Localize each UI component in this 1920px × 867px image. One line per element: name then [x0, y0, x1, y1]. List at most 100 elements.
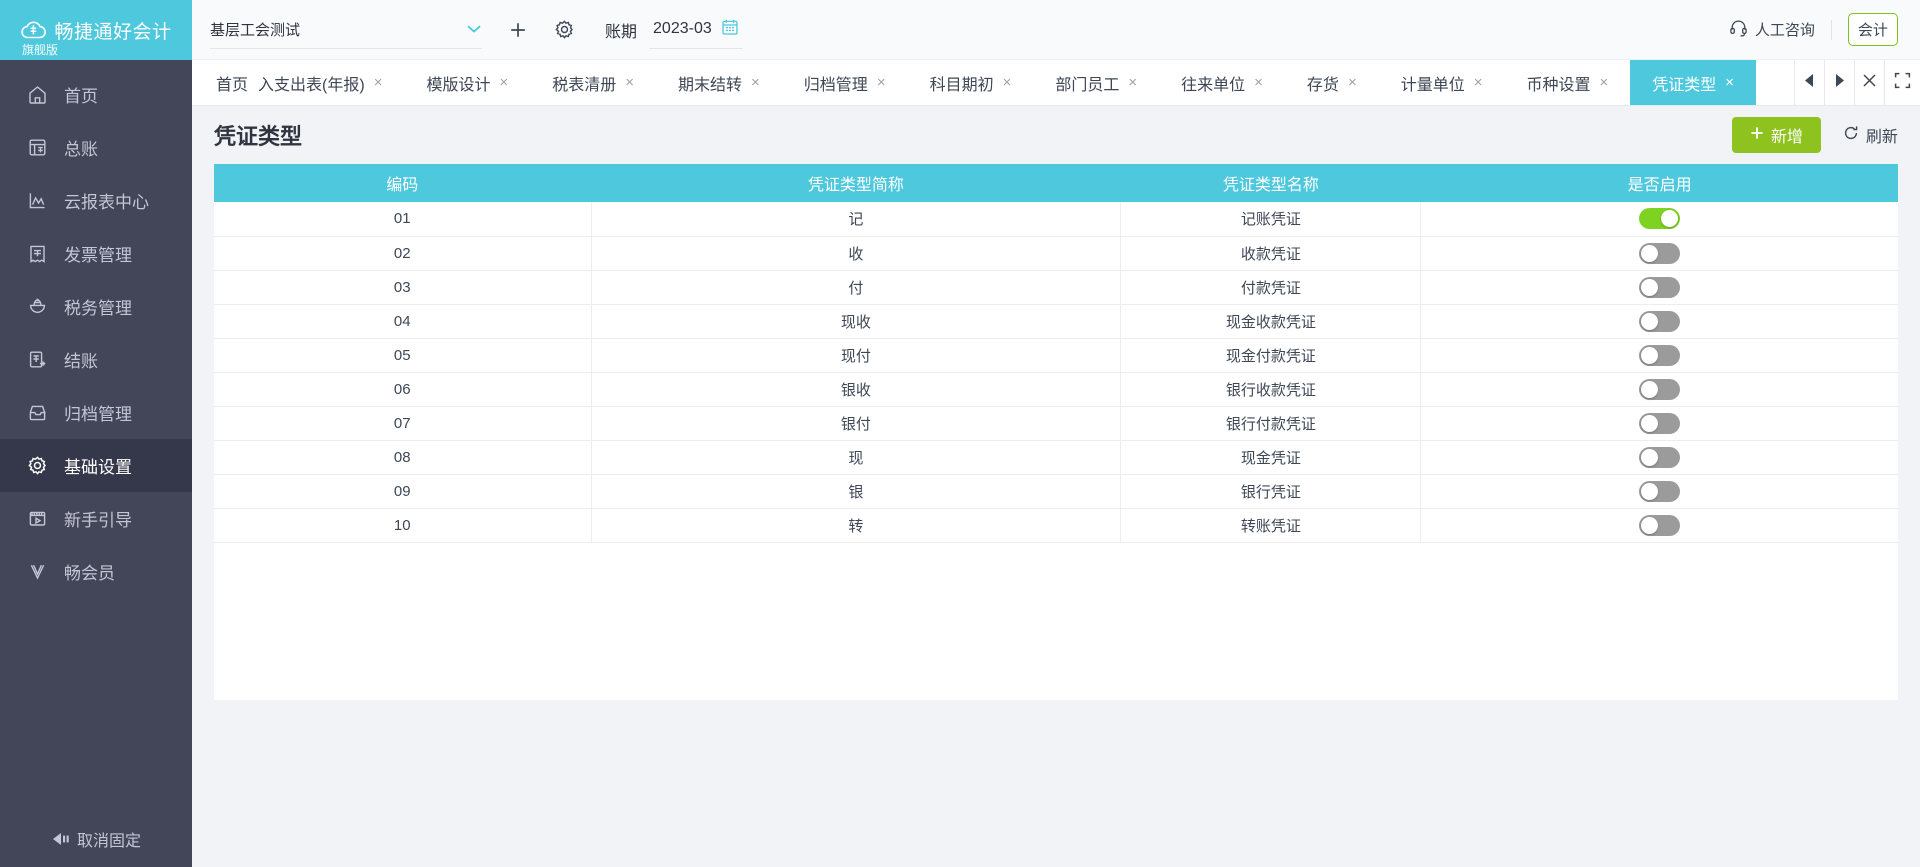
cell-code: 03 — [214, 270, 592, 305]
close-icon[interactable]: × — [1473, 74, 1483, 91]
enable-toggle[interactable] — [1639, 310, 1681, 332]
add-company-button[interactable] — [508, 20, 528, 40]
close-icon[interactable]: × — [1128, 74, 1138, 91]
cell-code: 08 — [214, 440, 592, 475]
enable-toggle[interactable] — [1639, 242, 1681, 264]
sidebar-unpin-button[interactable]: 取消固定 — [0, 811, 192, 867]
tab-currency-settings[interactable]: 币种设置 × — [1504, 60, 1630, 105]
tab-home[interactable]: 首页 — [192, 60, 254, 105]
brand-logo[interactable]: 畅捷通好会计 旗舰版 — [0, 0, 192, 60]
cell-code: 06 — [214, 372, 592, 407]
enable-toggle[interactable] — [1639, 480, 1681, 502]
tab-label: 往来单位 — [1181, 76, 1246, 94]
tab-scroll-prev-button[interactable] — [1793, 60, 1824, 105]
tab-tax-register[interactable]: 税表清册 × — [530, 60, 656, 105]
tab-account-opening[interactable]: 科目期初 × — [908, 60, 1034, 105]
tab-close-all-button[interactable] — [1853, 60, 1884, 105]
close-icon[interactable]: × — [625, 74, 635, 91]
main-pane: 基层工会测试 账期 2023-03 — [192, 0, 1920, 867]
company-selector[interactable]: 基层工会测试 — [210, 11, 482, 49]
refresh-button[interactable]: 刷新 — [1843, 123, 1898, 147]
role-badge[interactable]: 会计 — [1847, 13, 1898, 46]
column-header-enabled[interactable]: 是否启用 — [1420, 164, 1898, 202]
period-label: 账期 — [605, 23, 638, 41]
cell-short: 银 — [591, 474, 1122, 509]
enable-toggle[interactable] — [1639, 514, 1681, 536]
tab-period-end-carryover[interactable]: 期末结转 × — [656, 60, 782, 105]
close-icon[interactable]: × — [876, 74, 886, 91]
sidebar-item-invoice[interactable]: 发票管理 — [0, 227, 192, 280]
sidebar-item-tax[interactable]: 税务管理 — [0, 280, 192, 333]
sidebar-item-cloud-reports[interactable]: 云报表中心 — [0, 174, 192, 227]
tab-voucher-type[interactable]: 凭证类型 × — [1630, 60, 1757, 105]
close-icon[interactable]: × — [751, 74, 760, 91]
page-content: 凭证类型 新增 — [192, 106, 1920, 867]
enable-toggle[interactable] — [1639, 344, 1681, 366]
sidebar-item-label: 归档管理 — [64, 405, 132, 424]
sidebar-item-label: 云报表中心 — [64, 193, 149, 212]
sidebar-item-settle[interactable]: 结账 — [0, 333, 192, 386]
tab-label: 部门员工 — [1055, 76, 1120, 94]
cell-name: 现金付款凭证 — [1120, 338, 1422, 373]
brand-edition: 旗舰版 — [22, 43, 59, 57]
cell-name: 付款凭证 — [1120, 270, 1422, 305]
tab-inventory[interactable]: 存货 × — [1285, 60, 1379, 105]
tab-income-expense-annual[interactable]: 入支出表(年报) × — [258, 60, 404, 105]
table-row[interactable]: 06 银收 银行收款凭证 — [214, 372, 1898, 407]
human-consult-button[interactable]: 人工咨询 — [1729, 18, 1815, 41]
column-header-full-name[interactable]: 凭证类型名称 — [1120, 164, 1422, 202]
sidebar-item-guide[interactable]: 新手引导 — [0, 492, 192, 545]
page-title: 凭证类型 — [214, 124, 303, 149]
tab-label: 税表清册 — [552, 76, 617, 94]
close-icon[interactable]: × — [373, 74, 383, 91]
table-row[interactable]: 04 现收 现金收款凭证 — [214, 304, 1898, 339]
next-arrow-icon — [1834, 73, 1845, 92]
period-picker[interactable]: 2023-03 — [649, 11, 743, 49]
table-row[interactable]: 09 银 银行凭证 — [214, 474, 1898, 509]
tab-template-design[interactable]: 模版设计 × — [404, 60, 530, 105]
table-row[interactable]: 07 银付 银行付款凭证 — [214, 406, 1898, 441]
enable-toggle[interactable] — [1639, 208, 1681, 230]
tab-label: 入支出表(年报) — [258, 76, 365, 94]
table-row[interactable]: 10 转 转账凭证 — [214, 508, 1898, 543]
fullscreen-button[interactable] — [1883, 60, 1920, 105]
sidebar-item-vip[interactable]: 畅会员 — [0, 545, 192, 598]
calendar-icon — [721, 18, 739, 41]
sidebar-item-home[interactable]: 首页 — [0, 68, 192, 121]
close-icon[interactable]: × — [499, 74, 509, 91]
close-icon[interactable]: × — [1002, 74, 1012, 91]
table-row[interactable]: 03 付 付款凭证 — [214, 270, 1898, 305]
table-row[interactable]: 05 现付 现金付款凭证 — [214, 338, 1898, 373]
cell-name: 记账凭证 — [1120, 202, 1422, 237]
close-icon[interactable]: × — [1254, 74, 1263, 91]
tab-counterparty[interactable]: 往来单位 × — [1159, 60, 1285, 105]
tab-archive-management[interactable]: 归档管理 × — [782, 60, 908, 105]
cell-enabled — [1420, 304, 1898, 339]
table-row[interactable]: 01 记 记账凭证 — [214, 202, 1898, 237]
tab-department-employee[interactable]: 部门员工 × — [1033, 60, 1159, 105]
enable-toggle[interactable] — [1639, 446, 1681, 468]
top-bar: 基层工会测试 账期 2023-03 — [192, 0, 1920, 60]
enable-toggle[interactable] — [1639, 276, 1681, 298]
cell-code: 09 — [214, 474, 592, 509]
sidebar-item-ledger[interactable]: 总账 — [0, 121, 192, 174]
enable-toggle[interactable] — [1639, 378, 1681, 400]
cell-enabled — [1420, 474, 1898, 509]
close-icon[interactable]: × — [1599, 74, 1609, 91]
tab-scroll-next-button[interactable] — [1823, 60, 1854, 105]
enable-toggle[interactable] — [1639, 412, 1681, 434]
table-row[interactable]: 08 现 现金凭证 — [214, 440, 1898, 475]
table-row[interactable]: 02 收 收款凭证 — [214, 236, 1898, 271]
tab-measurement-unit[interactable]: 计量单位 × — [1379, 60, 1505, 105]
settings-gear-button[interactable] — [554, 19, 575, 40]
sidebar-item-label: 新手引导 — [64, 511, 132, 530]
invoice-icon — [26, 243, 48, 265]
column-header-code[interactable]: 编码 — [214, 164, 592, 202]
sidebar-item-archive[interactable]: 归档管理 — [0, 386, 192, 439]
column-header-short-name[interactable]: 凭证类型简称 — [591, 164, 1122, 202]
close-icon[interactable]: × — [1347, 74, 1357, 91]
human-consult-label: 人工咨询 — [1754, 22, 1815, 39]
add-button[interactable]: 新增 — [1731, 117, 1821, 153]
close-icon[interactable]: × — [1725, 74, 1735, 91]
sidebar-item-basic-settings[interactable]: 基础设置 — [0, 439, 192, 492]
